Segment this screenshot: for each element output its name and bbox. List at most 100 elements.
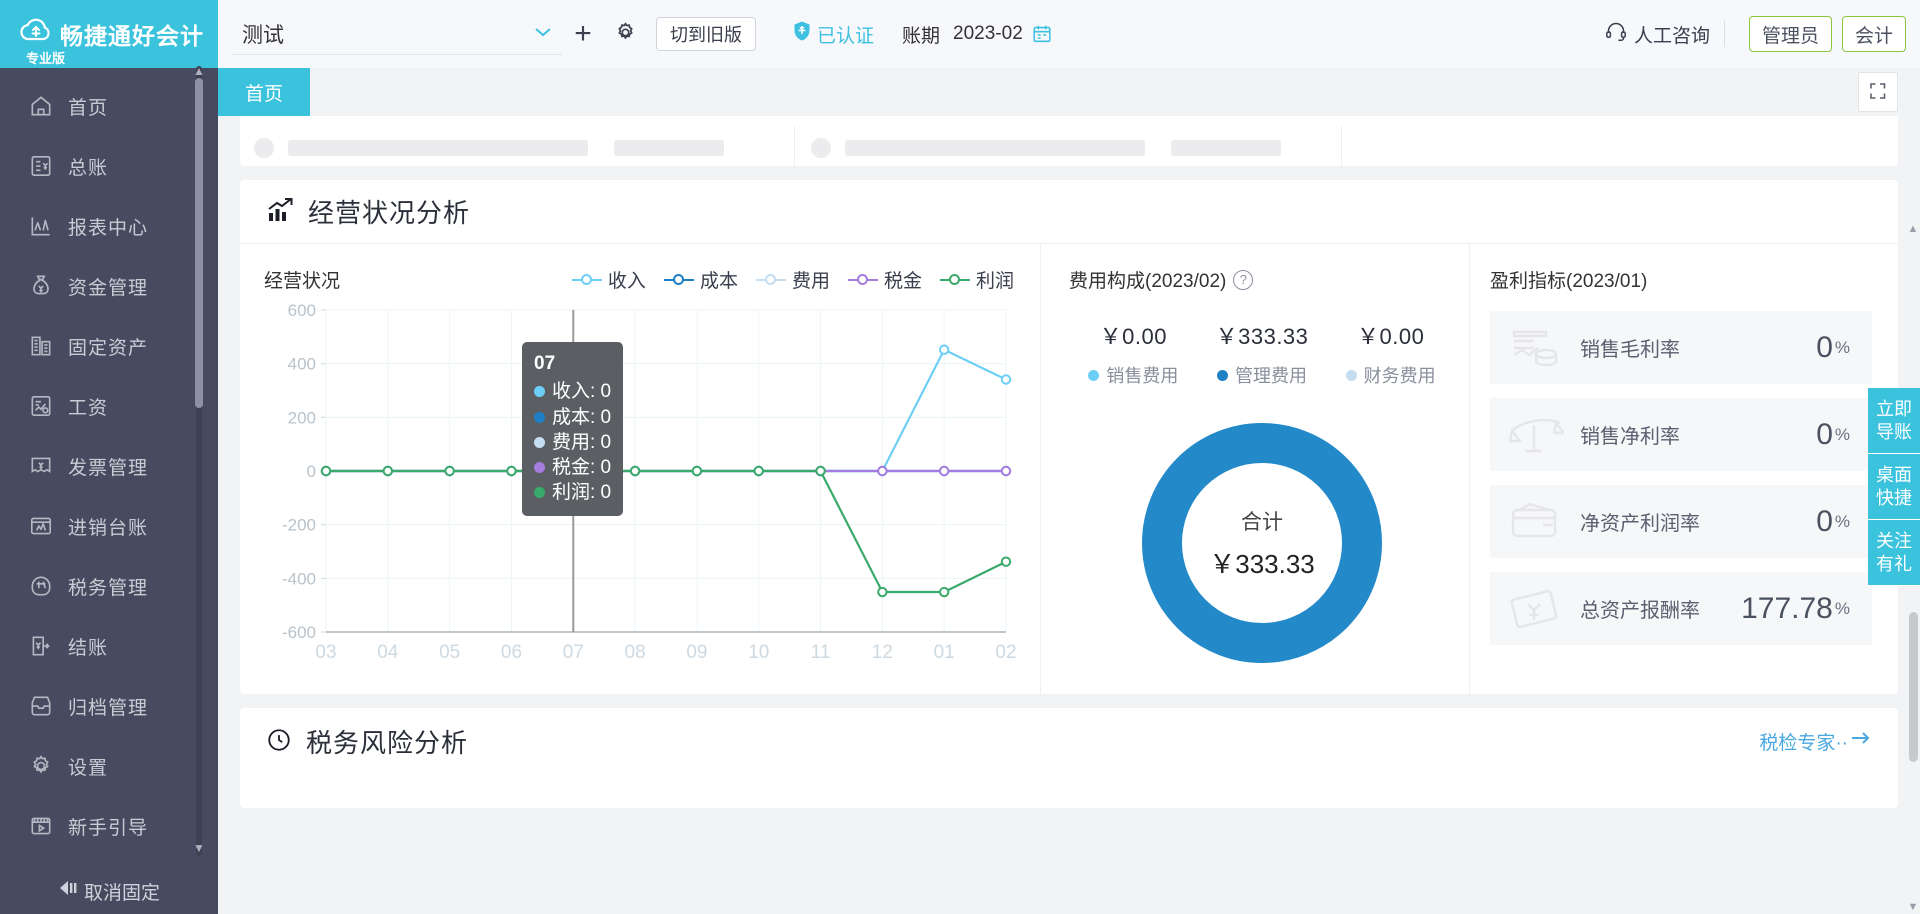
legend-item-tax[interactable]: 税金 — [847, 266, 922, 293]
float-follow-gift-button[interactable]: 关注 有礼 — [1868, 520, 1920, 586]
page-scroll-down-arrow[interactable]: ▼ — [1907, 901, 1919, 913]
calendar-icon[interactable] — [1031, 23, 1053, 45]
legend-item-expense[interactable]: 费用 — [755, 266, 830, 293]
float-line1: 立即 — [1876, 399, 1912, 419]
expense-name-text: 销售费用 — [1106, 366, 1179, 386]
home-icon — [28, 93, 54, 119]
sidebar-item-fixed-assets[interactable]: 固定资产 — [0, 316, 218, 376]
sidebar-item-home[interactable]: 首页 — [0, 76, 218, 136]
float-import-ledger-button[interactable]: 立即 导账 — [1868, 388, 1920, 454]
human-consult-button[interactable]: 人工咨询 — [1604, 19, 1710, 49]
expense-title-text: 费用构成(2023/02) — [1069, 271, 1227, 292]
sidebar-item-label: 新手引导 — [68, 817, 149, 839]
expense-name-text: 财务费用 — [1363, 366, 1436, 386]
sidebar-item-stock-ledger[interactable]: 进销台账 — [0, 496, 218, 556]
role-accountant-button[interactable]: 会计 — [1841, 16, 1906, 52]
sidebar-item-payroll[interactable]: 工资 — [0, 376, 218, 436]
gear-icon — [28, 753, 54, 779]
legend-label: 收入 — [607, 271, 646, 292]
profit-indicators-pane: 盈利指标(2023/01) 销售毛利率 0 % — [1470, 244, 1898, 694]
sidebar-scroll-track[interactable] — [196, 66, 202, 856]
float-line2: 有礼 — [1876, 553, 1912, 574]
sidebar-scroll-up-arrow[interactable]: ▲ — [193, 64, 205, 78]
tooltip-dot-icon — [534, 411, 545, 423]
svg-text:200: 200 — [288, 408, 316, 427]
indicator-value: 0 — [1816, 417, 1833, 451]
sidebar-item-funds[interactable]: 资金管理 — [0, 256, 218, 316]
scale-icon — [1508, 411, 1567, 459]
sidebar-item-guide[interactable]: 新手引导 — [0, 796, 218, 856]
svg-text:08: 08 — [625, 642, 646, 663]
svg-text:05: 05 — [439, 642, 460, 663]
tax-risk-header: 税务风险分析 税检专家·· — [240, 708, 1898, 774]
verified-badge[interactable]: 已认证 — [790, 19, 874, 49]
building-icon — [28, 333, 54, 359]
sidebar-item-invoice[interactable]: 发票管理 — [0, 436, 218, 496]
sidebar-item-member[interactable]: 好会员 — [0, 856, 218, 858]
tab-home[interactable]: 首页 — [218, 68, 310, 116]
indicator-unit: % — [1834, 424, 1850, 444]
arrow-right-icon — [1850, 730, 1872, 752]
add-button[interactable]: + — [562, 13, 604, 55]
sidebar-item-label: 首页 — [68, 97, 109, 119]
donut-center: 合计 ￥333.33 — [1137, 418, 1387, 668]
sidebar-item-checkout[interactable]: 结账 — [0, 616, 218, 676]
switch-old-version-label: 切到旧版 — [670, 25, 742, 45]
analysis-header: 经营状况分析 — [240, 180, 1898, 244]
sidebar-item-label: 税务管理 — [68, 577, 149, 599]
sidebar-item-archive[interactable]: 归档管理 — [0, 676, 218, 736]
sidebar-pin-label: 取消固定 — [83, 882, 160, 904]
float-desktop-shortcut-button[interactable]: 桌面 快捷 — [1868, 454, 1920, 520]
line-chart[interactable]: 600 400 200 0 -200 -400 -600 03 04 05 06 07 08 09 10 11… — [264, 300, 1024, 670]
legend-item-cost[interactable]: 成本 — [663, 266, 738, 293]
switch-old-version-button[interactable]: 切到旧版 — [656, 17, 756, 51]
question-circle-icon[interactable]: ? — [1233, 269, 1254, 290]
legend-item-income[interactable]: 收入 — [571, 266, 646, 293]
sidebar-item-tax[interactable]: 税务管理 — [0, 556, 218, 616]
sidebar-scroll-thumb[interactable] — [195, 78, 203, 408]
content-scroll-area[interactable]: 经营状况分析 经营状况 收入 成本 — [218, 116, 1920, 914]
expense-donut-chart[interactable]: 合计 ￥333.33 — [1137, 418, 1387, 668]
sidebar-scrollbar[interactable]: ▲ ▼ — [192, 64, 206, 856]
legend-item-profit[interactable]: 利润 — [939, 266, 1014, 293]
expense-value: ￥333.33 — [1215, 324, 1309, 349]
skeleton-bar — [288, 140, 588, 156]
sidebar-item-label: 发票管理 — [68, 457, 149, 479]
indicator-name: 总资产报酬率 — [1580, 600, 1700, 622]
topbar-divider — [1723, 21, 1725, 47]
period-label: 账期 — [902, 25, 941, 47]
guide-video-icon — [28, 813, 54, 839]
sidebar-scroll-down-arrow[interactable]: ▼ — [193, 841, 205, 855]
legend-label: 税金 — [883, 271, 922, 292]
page-scroll-up-arrow[interactable]: ▲ — [1907, 223, 1919, 235]
account-selector[interactable]: 测试 — [232, 13, 562, 55]
period-selector[interactable]: 账期 2023-02 — [902, 21, 1053, 48]
brand-edition: 专业版 — [26, 51, 66, 66]
sidebar-item-settings[interactable]: 设置 — [0, 736, 218, 796]
sidebar-item-ledger[interactable]: 总账 — [0, 136, 218, 196]
donut-svg — [1142, 423, 1382, 663]
sidebar-item-reports[interactable]: 报表中心 — [0, 196, 218, 256]
fullscreen-button[interactable] — [1858, 72, 1898, 112]
legend-marker-icon — [847, 273, 878, 287]
tooltip-text: 费用: 0 — [552, 431, 612, 453]
settings-button[interactable] — [604, 13, 646, 55]
period-value: 2023-02 — [953, 23, 1023, 44]
indicator-roe: 净资产利润率 0 % — [1490, 485, 1872, 558]
role-admin-button[interactable]: 管理员 — [1748, 16, 1832, 52]
verified-label: 已认证 — [817, 25, 875, 47]
indicator-value: 0 — [1816, 330, 1833, 364]
legend-marker-icon — [939, 273, 970, 287]
indicator-name: 销售毛利率 — [1580, 339, 1680, 361]
expense-section-title: 费用构成(2023/02) ? — [1069, 266, 1455, 293]
sidebar-pin-toggle[interactable]: 取消固定 — [0, 868, 218, 914]
tooltip-title: 07 — [534, 353, 556, 374]
svg-text:10: 10 — [748, 642, 769, 663]
tax-expert-link[interactable]: 税检专家·· — [1759, 728, 1872, 755]
chevron-down-icon — [532, 25, 554, 42]
page-scroll-thumb[interactable] — [1909, 612, 1918, 762]
sidebar-item-label: 结账 — [68, 637, 109, 659]
tooltip-row: 费用: 0 — [534, 430, 611, 455]
